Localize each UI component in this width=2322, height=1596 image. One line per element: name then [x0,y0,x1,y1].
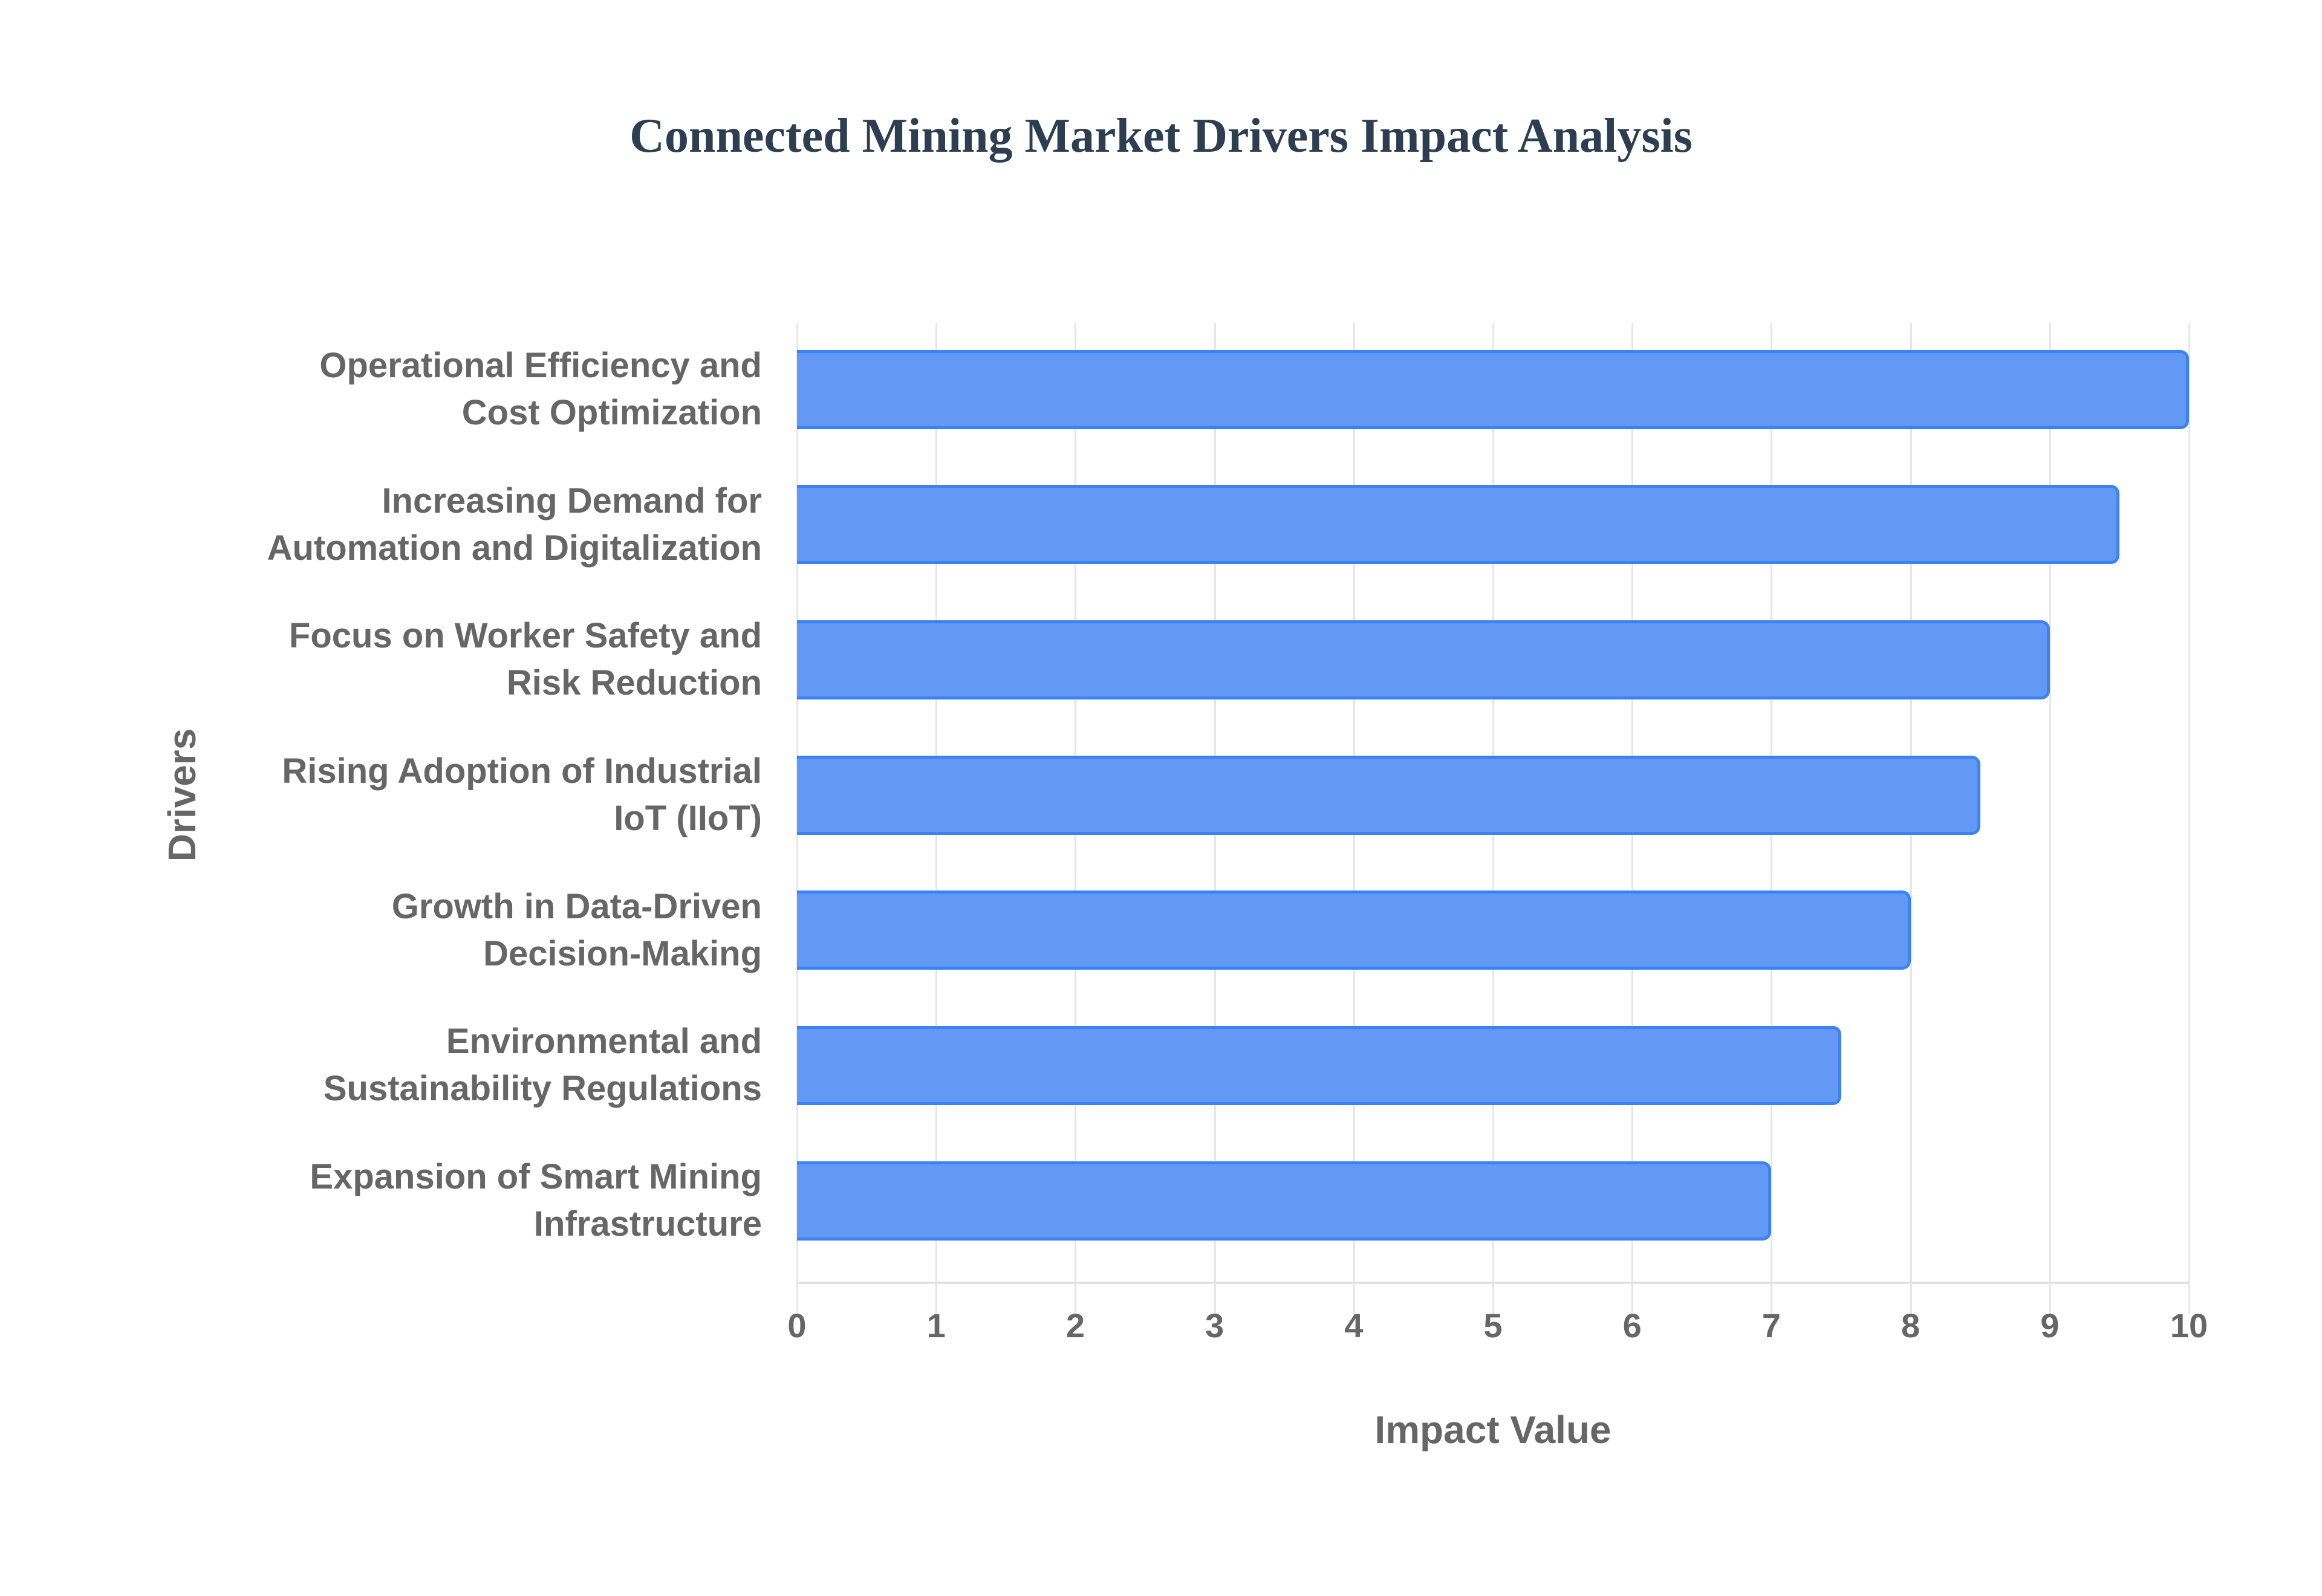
bar[interactable] [797,1025,1841,1105]
x-tick-label: 9 [2040,1306,2060,1345]
x-tick-label: 6 [1622,1306,1642,1345]
bar[interactable] [797,890,1911,970]
bar[interactable] [797,1161,1772,1241]
chart-title: Connected Mining Market Drivers Impact A… [629,109,1693,163]
bar[interactable] [797,485,2119,565]
x-tick-label: 10 [2170,1306,2208,1345]
x-tick-label: 7 [1761,1306,1781,1345]
x-axis-line [797,1282,2189,1284]
y-category-label: Focus on Worker Safety and Risk Reduction [288,616,762,703]
y-axis-title: Drivers [160,728,204,862]
gridline [2188,323,2190,1314]
plot-area [796,323,2190,1314]
y-category-label: Rising Adoption of Industrial IoT (IIoT) [282,751,762,838]
y-category-label: Environmental and Sustainability Regulati… [323,1022,762,1109]
x-axis-title: Impact Value [1374,1408,1611,1452]
x-tick-label: 3 [1205,1306,1224,1345]
bar[interactable] [797,755,1980,835]
x-tick-label: 1 [926,1306,946,1345]
y-category-label: Expansion of Smart Mining Infrastructure [310,1157,762,1244]
bar[interactable] [797,349,2189,429]
x-tick-label: 2 [1065,1306,1085,1345]
y-category-label: Growth in Data-Driven Decision-Making [391,886,762,973]
y-category-label: Increasing Demand for Automation and Digi… [267,481,762,568]
x-tick-label: 0 [787,1306,807,1345]
x-tick-label: 8 [1901,1306,1920,1345]
bar[interactable] [797,620,2050,699]
x-tick-label: 5 [1483,1306,1503,1345]
y-category-label: Operational Efficiency and Cost Optimizat… [319,346,762,432]
x-tick-label: 4 [1344,1306,1364,1345]
gridline [2049,323,2051,1314]
